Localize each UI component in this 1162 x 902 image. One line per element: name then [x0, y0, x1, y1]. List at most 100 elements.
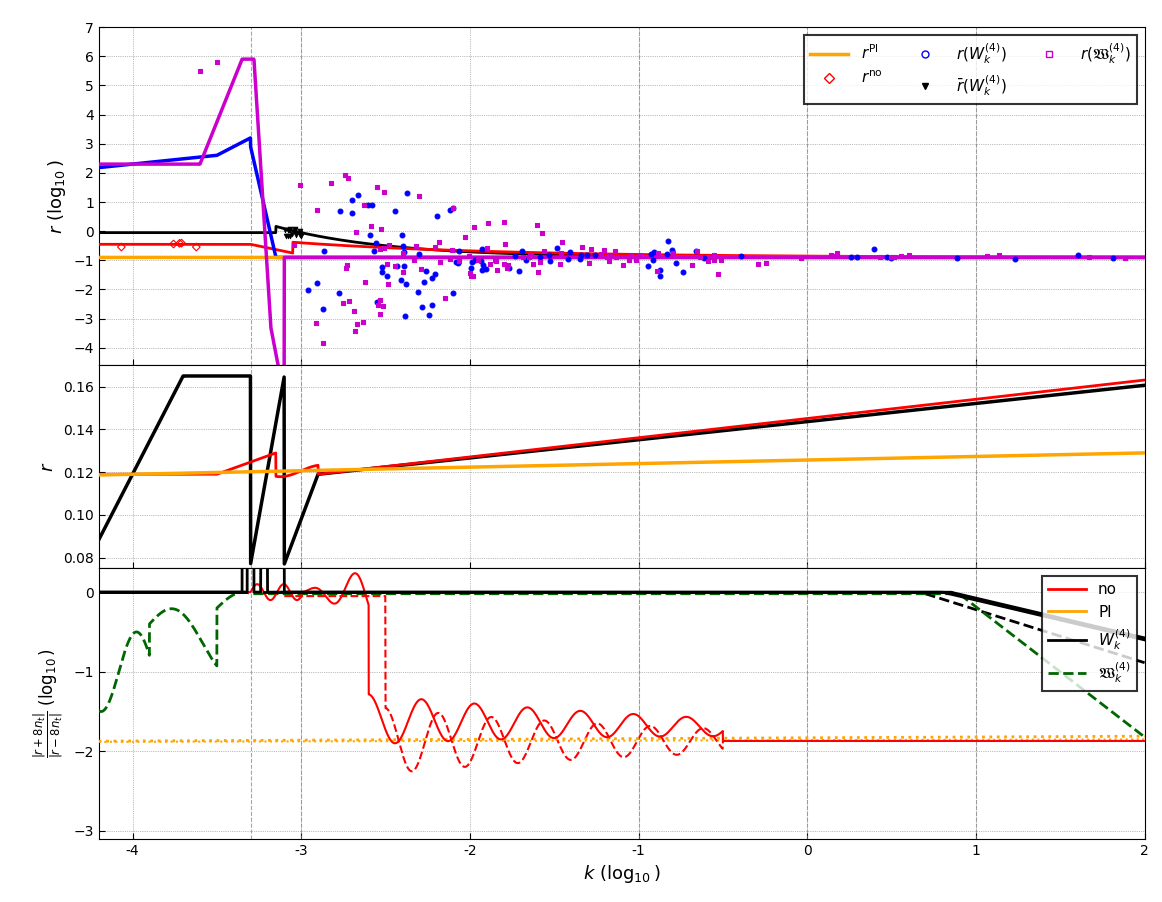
Point [559, 252, 578, 266]
Point [431, 255, 450, 270]
Point [308, 276, 327, 290]
Point [472, 242, 490, 256]
Point [1069, 247, 1088, 262]
Point [1104, 252, 1122, 266]
Point [343, 192, 361, 207]
Point [442, 252, 460, 266]
Point [423, 271, 442, 285]
Point [417, 263, 436, 278]
Point [314, 301, 332, 316]
Point [444, 200, 462, 215]
Point [704, 248, 723, 262]
Point [487, 253, 505, 268]
Point [371, 293, 389, 308]
Point [329, 286, 347, 300]
Point [512, 244, 531, 258]
Point [498, 261, 517, 275]
Point [371, 242, 389, 256]
Point [524, 257, 543, 272]
Point [529, 264, 547, 279]
Point [460, 265, 479, 280]
Point [639, 259, 658, 273]
Point [990, 248, 1009, 262]
Point [392, 273, 410, 288]
Y-axis label: $r$: $r$ [40, 462, 57, 472]
Point [547, 241, 566, 255]
Point [469, 253, 488, 267]
Point [356, 198, 374, 213]
Point [366, 235, 385, 250]
Point [373, 265, 392, 280]
Point [682, 258, 701, 272]
Point [386, 259, 404, 273]
Point [528, 218, 546, 233]
Point [461, 269, 480, 283]
Point [466, 253, 485, 267]
Point [393, 227, 411, 242]
Point [409, 285, 428, 299]
Point [540, 247, 559, 262]
Point [460, 249, 479, 263]
Point [561, 245, 580, 260]
Point [667, 256, 686, 271]
Point [286, 222, 304, 236]
Point [337, 258, 356, 272]
Point [277, 228, 295, 243]
Point [882, 251, 901, 265]
Legend: $r^{\rm Pl}$, $r^{\rm no}$, $r(W_k^{(4)})$, $\bar{r}(W_k^{(4)})$, $r(\mathfrak{W: $r^{\rm Pl}$, $r^{\rm no}$, $r(W_k^{(4)}… [804, 34, 1136, 104]
Point [884, 249, 903, 263]
Point [665, 246, 683, 261]
Point [345, 324, 364, 338]
Point [496, 236, 515, 251]
Point [552, 235, 571, 250]
Point [285, 237, 303, 252]
Point [522, 248, 540, 262]
Point [397, 276, 416, 290]
Point [380, 237, 399, 252]
Point [443, 200, 461, 215]
Point [571, 252, 589, 266]
Point [651, 269, 669, 283]
Point [732, 248, 751, 262]
Point [282, 226, 301, 241]
Point [607, 250, 625, 264]
Point [595, 244, 614, 258]
Point [498, 258, 517, 272]
Point [605, 244, 624, 258]
Point [473, 262, 492, 277]
Point [947, 251, 966, 265]
Point [510, 264, 529, 279]
Point [494, 216, 512, 230]
Point [702, 250, 720, 264]
Point [191, 63, 209, 78]
Point [415, 275, 433, 290]
Point [187, 240, 206, 254]
Legend: no, Pl, $W_k^{(4)}$, $\mathfrak{W}_k^{(4)}$: no, Pl, $W_k^{(4)}$, $\mathfrak{W}_k^{(4… [1041, 575, 1136, 691]
Point [112, 240, 130, 254]
Point [662, 243, 681, 257]
Point [314, 336, 332, 350]
Point [308, 203, 327, 217]
Point [307, 316, 325, 330]
Point [371, 308, 389, 322]
Point [479, 216, 497, 230]
Point [374, 299, 393, 313]
Point [344, 304, 363, 318]
Point [882, 250, 901, 264]
Point [354, 315, 373, 329]
Point [541, 254, 560, 269]
Point [372, 222, 390, 236]
Point [711, 253, 730, 267]
Point [688, 244, 706, 259]
Point [358, 198, 376, 212]
Point [343, 206, 361, 220]
Y-axis label: $\frac{|r+8n_t|}{|r-8n_t|}\ (\log_{10})$: $\frac{|r+8n_t|}{|r-8n_t|}\ (\log_{10})$ [33, 649, 66, 759]
Point [443, 243, 461, 257]
Point [1005, 252, 1024, 266]
Point [461, 262, 480, 276]
Point [394, 239, 413, 253]
Point [360, 228, 379, 243]
Point [519, 250, 538, 264]
Point [650, 246, 668, 261]
X-axis label: $k\ (\log_{10})$: $k\ (\log_{10})$ [583, 863, 660, 885]
